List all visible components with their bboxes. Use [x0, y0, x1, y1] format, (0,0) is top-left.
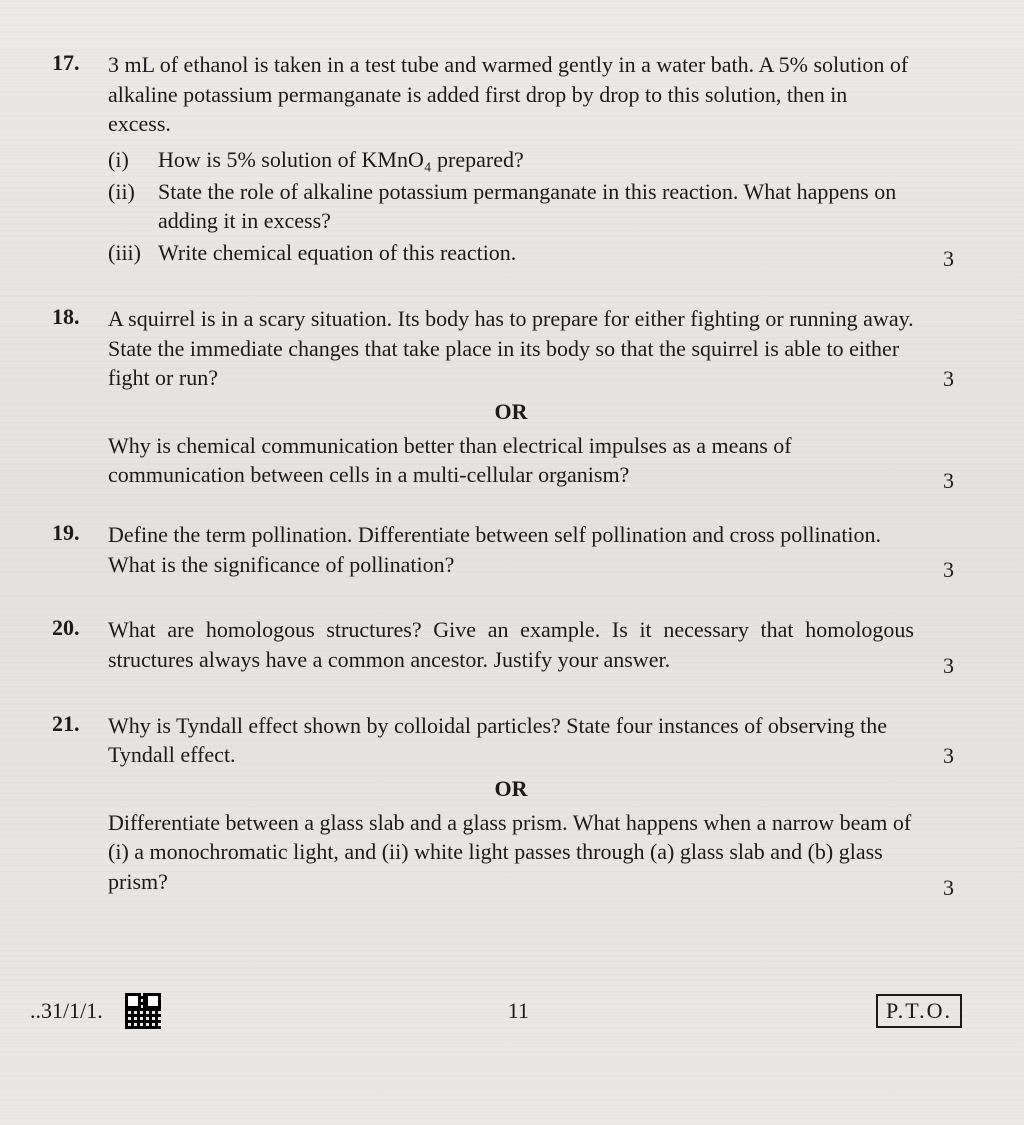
alt-marks: 3 — [943, 468, 954, 494]
question-20: 20. What are homologous structures? Give… — [48, 615, 964, 676]
question-stem: Why is Tyndall effect shown by colloidal… — [108, 711, 914, 770]
subpart-label: (iii) — [108, 238, 158, 268]
subpart-label: (ii) — [108, 177, 158, 236]
question-number: 17. — [48, 50, 108, 76]
question-number: 18. — [48, 304, 108, 330]
marks: 3 — [943, 741, 954, 771]
page-number: 11 — [508, 998, 529, 1024]
question-stem: Define the term pollination. Differentia… — [108, 520, 914, 579]
subpart-ii: (ii) State the role of alkaline potassiu… — [108, 177, 914, 236]
question-18: 18. A squirrel is in a scary situation. … — [48, 304, 964, 492]
pto-box: P.T.O. — [876, 994, 962, 1028]
alt-marks: 3 — [943, 875, 954, 901]
question-body: A squirrel is in a scary situation. Its … — [108, 304, 964, 492]
exam-page: 17. 3 mL of ethanol is taken in a test t… — [0, 0, 1024, 1125]
subpart-i: (i) How is 5% solution of KMnO₄ prepared… — [108, 145, 914, 175]
question-body: Define the term pollination. Differentia… — [108, 520, 964, 581]
question-number: 20. — [48, 615, 108, 641]
marks: 3 — [943, 653, 954, 679]
question-stem: What are homologous structures? Give an … — [108, 615, 914, 674]
question-19: 19. Define the term pollination. Differe… — [48, 520, 964, 581]
subpart-text: How is 5% solution of KMnO₄ prepared? — [158, 145, 914, 175]
subpart-label: (i) — [108, 145, 158, 175]
subpart-iii: (iii) Write chemical equation of this re… — [108, 238, 914, 268]
qr-icon — [125, 993, 161, 1029]
subpart-text: State the role of alkaline potassium per… — [158, 177, 914, 236]
page-footer: ..31/1/1. 11 P.T.O. — [0, 993, 1024, 1029]
or-divider: OR — [108, 774, 914, 804]
marks: 3 — [943, 557, 954, 583]
or-divider: OR — [108, 397, 914, 427]
question-alt-stem: Differentiate between a glass slab and a… — [108, 808, 914, 897]
question-number: 19. — [48, 520, 108, 546]
question-number: 21. — [48, 711, 108, 737]
question-body: 3 mL of ethanol is taken in a test tube … — [108, 50, 964, 270]
question-body: Why is Tyndall effect shown by colloidal… — [108, 711, 964, 899]
question-21: 21. Why is Tyndall effect shown by collo… — [48, 711, 964, 899]
subpart-text: Write chemical equation of this reaction… — [158, 238, 914, 268]
paper-code: ..31/1/1. — [30, 998, 103, 1024]
footer-left: ..31/1/1. — [30, 993, 161, 1029]
question-stem: A squirrel is in a scary situation. Its … — [108, 304, 914, 393]
question-body: What are homologous structures? Give an … — [108, 615, 964, 676]
question-alt-stem: Why is chemical communication better tha… — [108, 431, 914, 490]
subparts: (i) How is 5% solution of KMnO₄ prepared… — [108, 145, 914, 268]
marks: 3 — [943, 364, 954, 394]
marks: 3 — [943, 246, 954, 272]
question-stem: 3 mL of ethanol is taken in a test tube … — [108, 50, 914, 139]
question-17: 17. 3 mL of ethanol is taken in a test t… — [48, 50, 964, 270]
